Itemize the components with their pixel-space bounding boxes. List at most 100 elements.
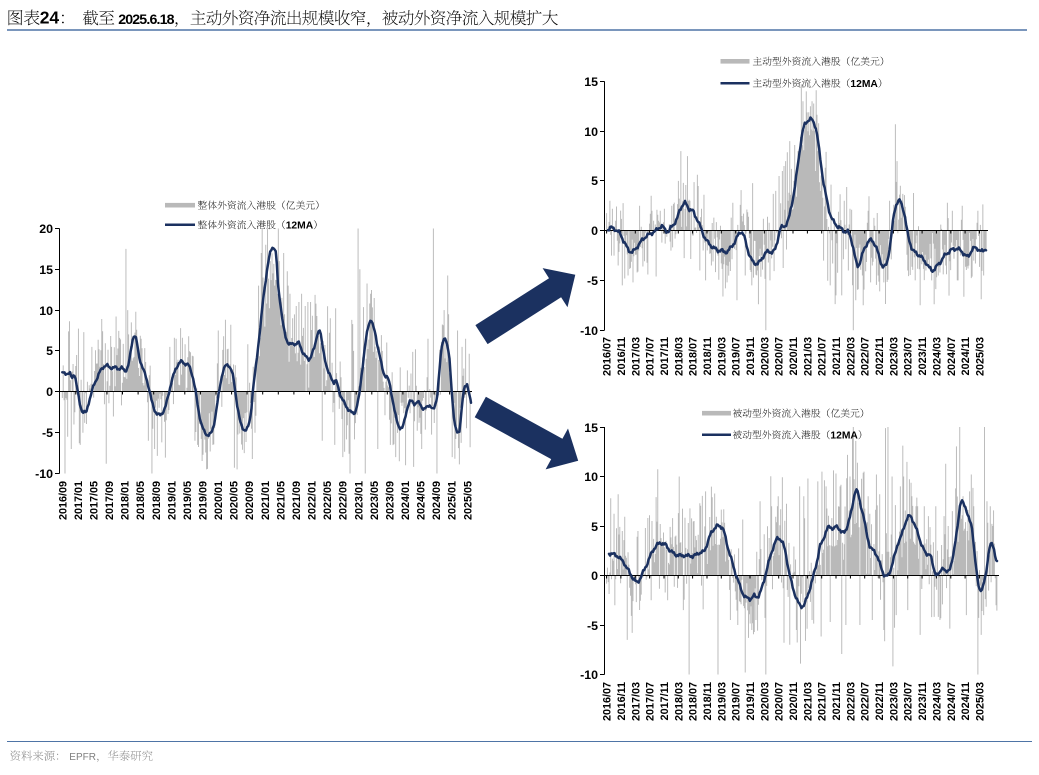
svg-text:0: 0 [591,224,598,238]
svg-text:2025/03: 2025/03 [974,337,986,376]
svg-text:2021/03: 2021/03 [802,682,814,721]
svg-text:2018/11: 2018/11 [702,337,714,375]
svg-text:2020/05: 2020/05 [229,481,241,520]
svg-text:2016/09: 2016/09 [57,481,69,520]
svg-text:2018/07: 2018/07 [688,337,700,376]
svg-text:2022/05: 2022/05 [322,481,334,520]
svg-text:2018/01: 2018/01 [120,481,132,520]
svg-text:-5: -5 [587,274,598,288]
svg-text:2023/03: 2023/03 [888,682,900,721]
svg-text:2024/07: 2024/07 [946,337,958,376]
svg-text:2023/09: 2023/09 [384,481,396,520]
svg-text:2025/01: 2025/01 [447,481,459,520]
svg-text:2023/03: 2023/03 [888,337,900,376]
svg-text:2016/07: 2016/07 [602,337,614,376]
svg-text:2023/07: 2023/07 [903,337,915,376]
svg-text:2025.6.18: 2025.6.18 [118,12,174,28]
svg-text:2022/01: 2022/01 [307,481,319,520]
svg-text:20: 20 [39,222,53,236]
svg-text:2019/03: 2019/03 [716,682,728,721]
svg-text:15: 15 [39,263,53,277]
svg-text:2021/09: 2021/09 [291,481,303,520]
svg-text:0: 0 [591,569,598,583]
svg-text:2020/11: 2020/11 [788,337,800,375]
svg-text:2023/01: 2023/01 [353,481,365,520]
svg-text:2025/05: 2025/05 [462,481,474,520]
svg-text:2021/03: 2021/03 [802,337,814,376]
svg-text:2020/11: 2020/11 [788,682,800,720]
svg-text:2016/07: 2016/07 [602,682,614,721]
svg-text:2017/07: 2017/07 [645,682,657,721]
svg-text:2017/07: 2017/07 [645,337,657,376]
svg-text:2021/11: 2021/11 [831,682,843,720]
svg-text:2016/11: 2016/11 [616,337,628,375]
svg-text:2024/11: 2024/11 [960,682,972,720]
svg-text:2017/11: 2017/11 [659,337,671,375]
svg-text:EPFR: EPFR [69,752,96,763]
svg-text:-5: -5 [587,619,598,633]
svg-text:2021/11: 2021/11 [831,337,843,375]
svg-text:2024/05: 2024/05 [416,481,428,520]
svg-text:2017/03: 2017/03 [630,337,642,376]
svg-text:2020/01: 2020/01 [213,481,225,520]
svg-text:2023/11: 2023/11 [917,337,929,375]
svg-text:2018/11: 2018/11 [702,682,714,720]
svg-text:2017/01: 2017/01 [73,481,85,520]
svg-text:2025/03: 2025/03 [974,682,986,721]
svg-text:2017/05: 2017/05 [89,481,101,520]
svg-text:2022/03: 2022/03 [845,682,857,721]
svg-text:2020/03: 2020/03 [759,337,771,376]
svg-text:-10: -10 [35,467,53,481]
svg-text:2022/03: 2022/03 [845,337,857,376]
svg-text:12MA: 12MA [850,79,878,90]
svg-text:2017/11: 2017/11 [659,682,671,720]
svg-text:2024/09: 2024/09 [431,481,443,520]
svg-text:2017/03: 2017/03 [630,682,642,721]
svg-text:2022/11: 2022/11 [874,337,886,375]
svg-text:2019/11: 2019/11 [745,337,757,375]
svg-text:2020/03: 2020/03 [759,682,771,721]
svg-text:2023/05: 2023/05 [369,481,381,520]
svg-text:-5: -5 [42,426,53,440]
svg-text:2022/09: 2022/09 [338,481,350,520]
svg-text:2018/03: 2018/03 [673,337,685,376]
svg-text:2020/07: 2020/07 [774,682,786,721]
svg-text:2018/03: 2018/03 [673,682,685,721]
svg-text:2019/09: 2019/09 [198,481,210,520]
svg-text:2022/07: 2022/07 [860,682,872,721]
svg-text:10: 10 [584,470,598,484]
svg-text:0: 0 [46,385,53,399]
svg-text:2021/07: 2021/07 [817,337,829,376]
svg-text:-10: -10 [580,668,598,682]
svg-text:2019/07: 2019/07 [731,337,743,376]
svg-text:10: 10 [39,304,53,318]
svg-text:2023/11: 2023/11 [917,682,929,720]
svg-text:2018/07: 2018/07 [688,682,700,721]
svg-text:2019/03: 2019/03 [716,337,728,376]
svg-text:2017/09: 2017/09 [104,481,116,520]
svg-text:5: 5 [46,344,53,358]
svg-text:2024/03: 2024/03 [931,337,943,376]
svg-text:2018/05: 2018/05 [135,481,147,520]
svg-text:2016/11: 2016/11 [616,682,628,720]
svg-text:2024/07: 2024/07 [946,682,958,721]
svg-text:2019/07: 2019/07 [731,682,743,721]
svg-text:2022/07: 2022/07 [860,337,872,376]
svg-text:2023/07: 2023/07 [903,682,915,721]
svg-text:5: 5 [591,174,598,188]
svg-text:12MA: 12MA [286,220,314,231]
svg-text:2020/07: 2020/07 [774,337,786,376]
svg-text:5: 5 [591,520,598,534]
svg-text:2021/07: 2021/07 [817,682,829,721]
svg-text:2018/09: 2018/09 [151,481,163,520]
svg-text:2019/01: 2019/01 [166,481,178,520]
svg-text:2021/01: 2021/01 [260,481,272,520]
svg-text:-10: -10 [580,324,598,338]
svg-text:24: 24 [40,8,60,28]
svg-text:2022/11: 2022/11 [874,682,886,720]
svg-text:12MA: 12MA [830,430,858,441]
svg-text:15: 15 [584,75,598,89]
svg-text:2024/11: 2024/11 [960,337,972,375]
svg-text:2021/05: 2021/05 [275,481,287,520]
svg-text:10: 10 [584,125,598,139]
